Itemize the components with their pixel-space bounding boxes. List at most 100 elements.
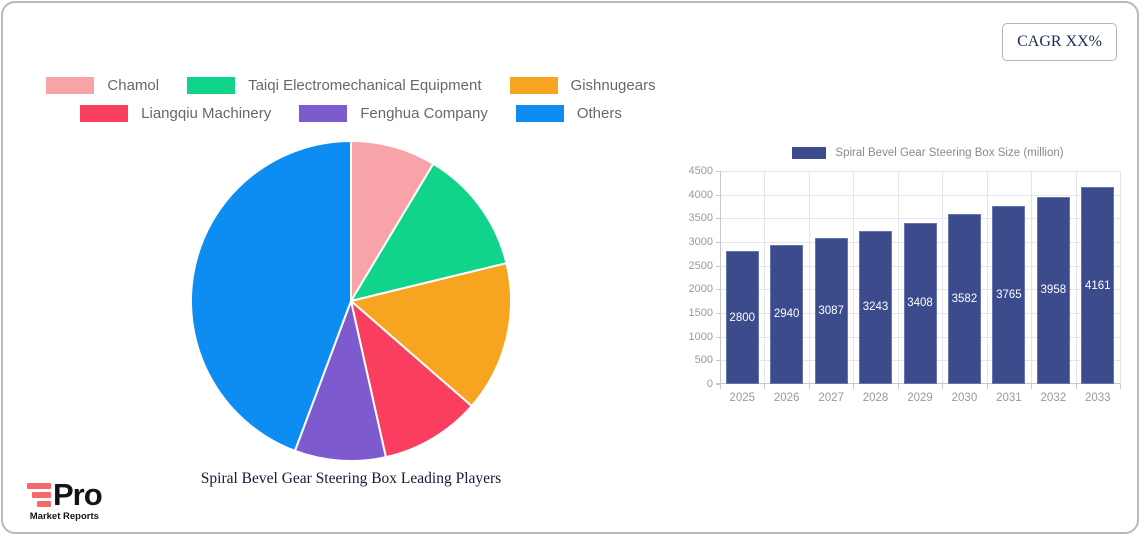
bar-2030[interactable]: 3582	[947, 214, 981, 384]
pie-slice-others[interactable]	[190, 140, 352, 452]
x-tick-label-2030: 2030	[951, 392, 978, 404]
y-gridline	[720, 218, 1120, 220]
pie-slice-chamol[interactable]	[350, 140, 435, 302]
bar-value-label: 3958	[1040, 284, 1067, 297]
y-gridline	[720, 171, 1120, 172]
y-tick-mark	[716, 194, 720, 196]
x-tick-label-2031: 2031	[996, 392, 1022, 404]
x-gridline	[853, 171, 855, 384]
bar-2027[interactable]: 3087	[814, 237, 848, 384]
bar-2033[interactable]: 4161	[1081, 187, 1115, 384]
y-axis-line	[720, 171, 721, 388]
legend-label-gishnugears: Gishnugears	[570, 77, 656, 94]
bar-2025[interactable]: 2800	[725, 251, 759, 384]
bar-2029[interactable]: 3408	[903, 222, 937, 384]
x-gridline	[808, 171, 810, 384]
pie-legend-row: Chamol Taiqi Electromechanical Equipment G…	[46, 77, 656, 94]
legend-swatch-gishnugears	[509, 77, 558, 94]
x-tick-mark	[1075, 384, 1077, 389]
y-tick-label: 4500	[688, 165, 713, 177]
bar-legend-swatch	[792, 147, 827, 159]
logo-bars-icon	[27, 482, 51, 507]
legend-item-liangqiu-machinery[interactable]: Liangqiu Machinery	[80, 105, 271, 122]
x-tick-mark	[942, 384, 944, 389]
bar-value-label: 3243	[862, 301, 889, 314]
logo-bar	[32, 491, 51, 498]
legend-item-others[interactable]: Others	[515, 105, 622, 122]
y-tick-label: 4000	[688, 188, 713, 201]
x-gridline	[986, 171, 988, 384]
y-tick-label: 2000	[688, 283, 713, 296]
bar-legend-label: Spiral Bevel Gear Steering Box Size (mil…	[835, 147, 1064, 159]
y-tick-mark	[716, 289, 720, 291]
x-tick-label-2028: 2028	[862, 392, 889, 404]
bar-value-label: 3582	[951, 293, 978, 306]
y-tick-label: 3500	[688, 212, 713, 225]
bar-value-label: 3408	[907, 297, 933, 310]
legend-item-fenghua-company[interactable]: Fenghua Company	[299, 105, 488, 122]
y-tick-mark	[716, 265, 720, 267]
bar-value-label: 3765	[996, 288, 1022, 301]
pie-slice-gishnugears[interactable]	[350, 262, 512, 408]
pie-slice-fenghua-company[interactable]	[293, 300, 387, 462]
y-tick-label: 3000	[688, 236, 713, 248]
legend-item-chamol[interactable]: Chamol	[46, 77, 159, 94]
logo-tagline: Market Reports	[29, 511, 99, 523]
legend-label-taiqi-electromechanical-equipment: Taiqi Electromechanical Equipment	[248, 77, 482, 94]
bar-value-label: 4161	[1084, 279, 1111, 292]
x-gridline	[764, 171, 766, 384]
logo-bar	[27, 482, 51, 489]
y-gridline	[720, 194, 1120, 196]
y-tick-mark	[716, 218, 720, 220]
legend-label-fenghua-company: Fenghua Company	[360, 105, 488, 122]
cagr-badge: CAGR XX%	[1002, 23, 1117, 61]
y-tick-mark	[716, 242, 720, 243]
y-tick-mark	[716, 336, 720, 338]
y-tick-label: 1500	[688, 307, 713, 319]
y-tick-label: 2500	[688, 259, 713, 272]
x-gridline	[1031, 171, 1033, 384]
pie-legend: Chamol Taiqi Electromechanical Equipment G…	[23, 77, 679, 122]
x-tick-mark	[1120, 384, 1121, 389]
x-tick-label-2032: 2032	[1040, 392, 1067, 404]
x-tick-mark	[808, 384, 810, 389]
legend-label-chamol: Chamol	[107, 77, 160, 94]
x-tick-mark	[1031, 384, 1033, 389]
legend-swatch-others	[515, 105, 564, 122]
bar-2031[interactable]: 3765	[992, 205, 1026, 384]
y-tick-label: 0	[706, 378, 713, 390]
x-tick-mark	[897, 384, 899, 389]
bar-plot: 0 500 1000 1500 2000 2500 3000 3500 4000 4500 2800…	[689, 165, 1121, 404]
legend-swatch-taiqi-electromechanical-equipment	[187, 77, 236, 94]
bar-value-label: 2800	[729, 311, 756, 324]
bar-2028[interactable]: 3243	[859, 230, 893, 384]
legend-label-others: Others	[576, 105, 622, 122]
y-tick-mark	[716, 171, 720, 172]
brand-logo: Pro Market Reports	[27, 479, 103, 523]
bar-value-label: 3087	[818, 304, 844, 317]
pie-slice-taiqi-electromechanical-equipment[interactable]	[350, 162, 508, 302]
legend-item-taiqi-electromechanical-equipment[interactable]: Taiqi Electromechanical Equipment	[187, 77, 482, 94]
pie-chart-title: Spiral Bevel Gear Steering Box Leading P…	[200, 470, 502, 487]
x-gridline	[942, 171, 944, 384]
legend-label-liangqiu-machinery: Liangqiu Machinery	[141, 105, 272, 122]
y-tick-label: 500	[694, 354, 713, 367]
legend-swatch-fenghua-company	[299, 105, 348, 122]
x-tick-label-2026: 2026	[773, 392, 800, 404]
bar-value-label: 2940	[773, 308, 800, 321]
bar-chart-legend[interactable]: Spiral Bevel Gear Steering Box Size (mil…	[720, 146, 1136, 160]
x-tick-mark	[764, 384, 766, 389]
legend-item-gishnugears[interactable]: Gishnugears	[509, 77, 656, 94]
legend-swatch-chamol	[46, 77, 95, 94]
bar-chart: Spiral Bevel Gear Steering Box Size (mil…	[686, 146, 1136, 404]
y-tick-mark	[716, 384, 720, 385]
x-tick-mark	[853, 384, 855, 389]
x-tick-label-2033: 2033	[1084, 392, 1111, 404]
bar-2026[interactable]: 2940	[770, 244, 804, 384]
bar-2032[interactable]: 3958	[1036, 196, 1070, 384]
x-tick-mark	[986, 384, 988, 389]
x-tick-label-2027: 2027	[818, 392, 844, 404]
legend-swatch-liangqiu-machinery	[80, 105, 129, 122]
pie-slice-liangqiu-machinery[interactable]	[350, 300, 473, 459]
